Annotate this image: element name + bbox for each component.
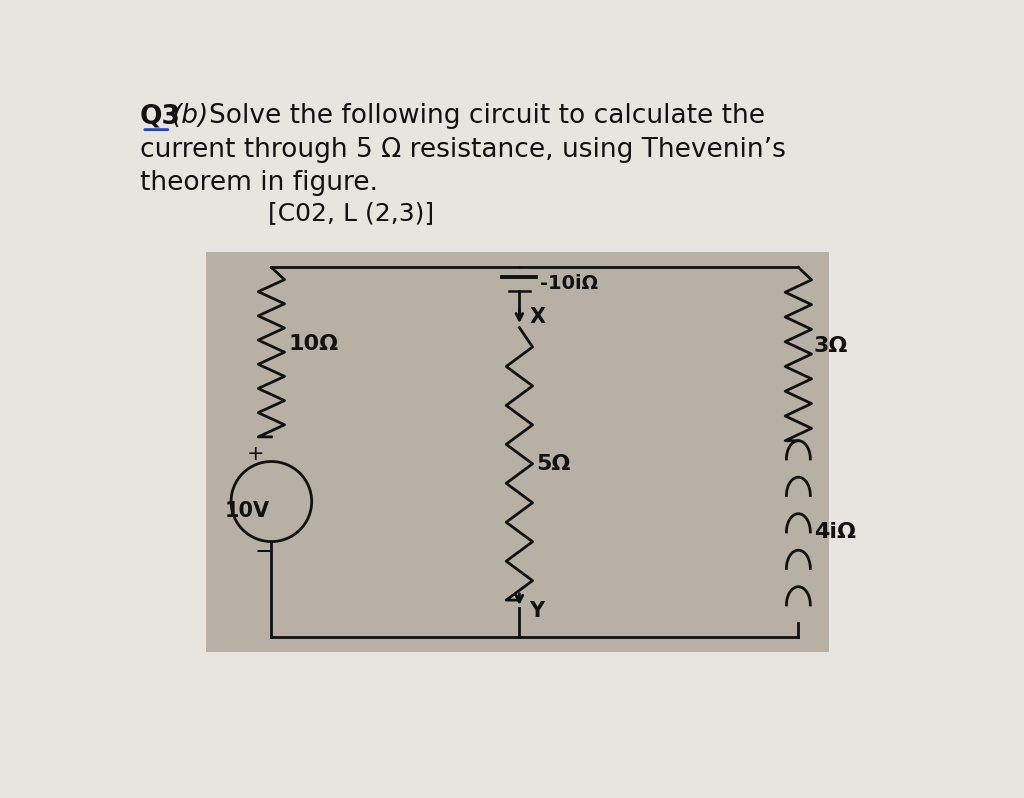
Text: 10Ω: 10Ω: [289, 334, 339, 354]
Text: current through 5 Ω resistance, using Thevenin’s: current through 5 Ω resistance, using Th…: [139, 137, 785, 164]
Text: Q3: Q3: [139, 104, 180, 129]
Text: Y: Y: [529, 601, 545, 621]
Text: theorem in figure.: theorem in figure.: [139, 170, 378, 196]
Text: -10iΩ: -10iΩ: [541, 275, 598, 293]
Text: Solve the following circuit to calculate the: Solve the following circuit to calculate…: [209, 104, 765, 129]
Text: [C02, L (2,3)]: [C02, L (2,3)]: [267, 202, 433, 226]
Text: (b): (b): [172, 104, 210, 129]
Text: 4iΩ: 4iΩ: [814, 522, 856, 542]
FancyBboxPatch shape: [206, 252, 829, 653]
Text: 3Ω: 3Ω: [814, 337, 848, 357]
Text: 10V: 10V: [225, 501, 270, 521]
Text: −: −: [254, 539, 274, 563]
Text: 5Ω: 5Ω: [537, 454, 570, 474]
Text: X: X: [529, 306, 546, 326]
Text: +: +: [247, 444, 264, 464]
